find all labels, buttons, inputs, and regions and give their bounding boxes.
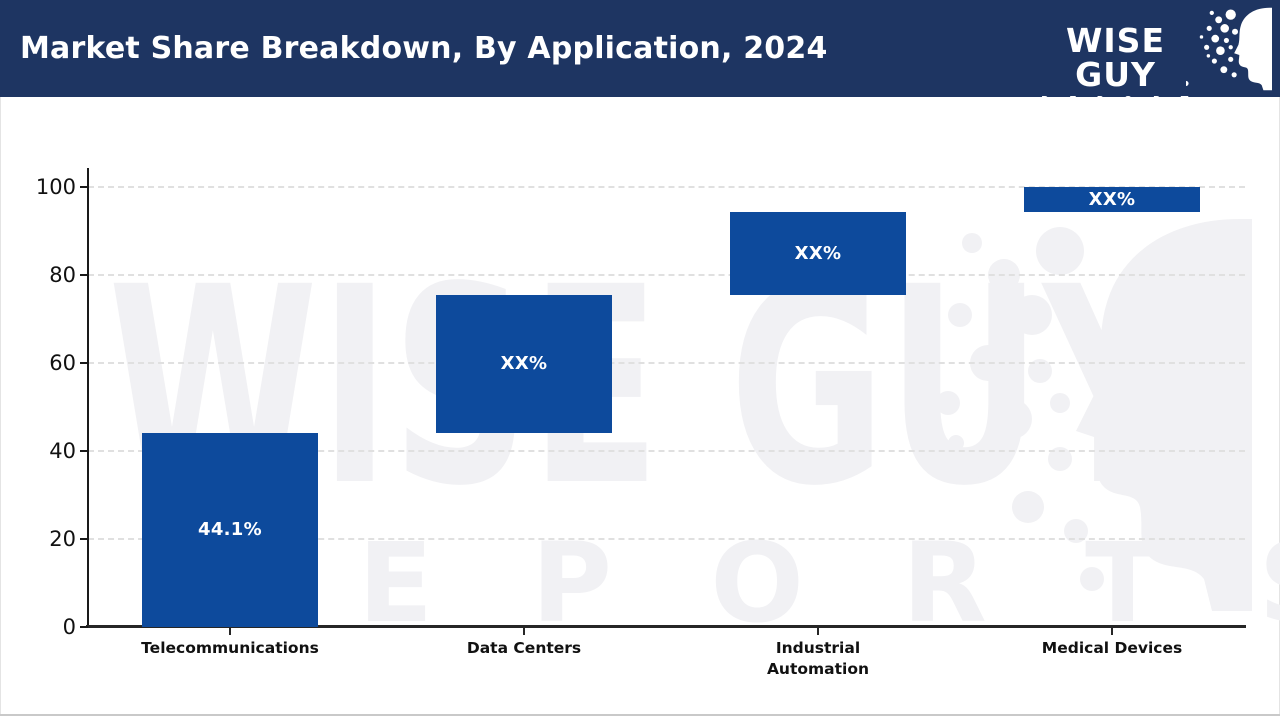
x-tick-mark [523,628,525,635]
y-tick-label: 100 [35,175,76,199]
x-axis-label-line: Automation [766,660,870,678]
x-axis-label-line: Data Centers [466,639,582,657]
y-gridline [88,362,1245,364]
bar-segment: 44.1% [142,432,318,627]
y-tick-label: 60 [49,351,76,375]
x-axis-label-line: Telecommunications [141,639,319,657]
brand-logo: WISE GUY R E P O R T S [1022,6,1272,122]
y-gridline [88,450,1245,452]
y-tick-mark [80,362,88,364]
bar-segment: XX% [730,212,906,295]
bottom-divider [0,714,1280,716]
watermark-head-icon [916,219,1252,611]
y-gridline [88,538,1245,540]
y-tick-label: 0 [62,615,76,639]
y-axis-line [87,168,89,628]
y-tick-label: 40 [49,439,76,463]
bar-segment: XX% [1024,187,1200,213]
y-tick-label: 20 [49,527,76,551]
logo-head-icon [1186,7,1272,91]
y-tick-mark [80,538,88,540]
x-tick-mark [817,628,819,635]
x-axis-label-line: Industrial [775,639,861,657]
bar-value-label: 44.1% [198,519,262,541]
header-bar: Market Share Breakdown, By Application, … [0,0,1280,122]
bar-segment: XX% [436,294,612,433]
y-gridline [88,274,1245,276]
x-axis-label-line: Medical Devices [1041,639,1183,657]
y-tick-label: 80 [49,263,76,287]
x-tick-mark [229,628,231,635]
y-tick-mark [80,186,88,188]
page-title: Market Share Breakdown, By Application, … [20,31,828,66]
bar-value-label: XX% [1088,189,1136,211]
bar-value-label: XX% [794,242,842,264]
x-axis-label: Industrial Automation [708,638,928,680]
x-axis-label: Telecommunications [120,638,340,659]
x-tick-mark [1111,628,1113,635]
x-axis-line [86,625,1246,628]
bar-value-label: XX% [500,353,548,375]
y-tick-mark [80,626,88,628]
y-tick-mark [80,274,88,276]
y-gridline [88,186,1245,188]
x-axis-label: Data Centers [414,638,634,659]
y-tick-mark [80,450,88,452]
logo-wordmark: WISE GUY [1066,21,1165,94]
x-axis-label: Medical Devices [1002,638,1222,659]
